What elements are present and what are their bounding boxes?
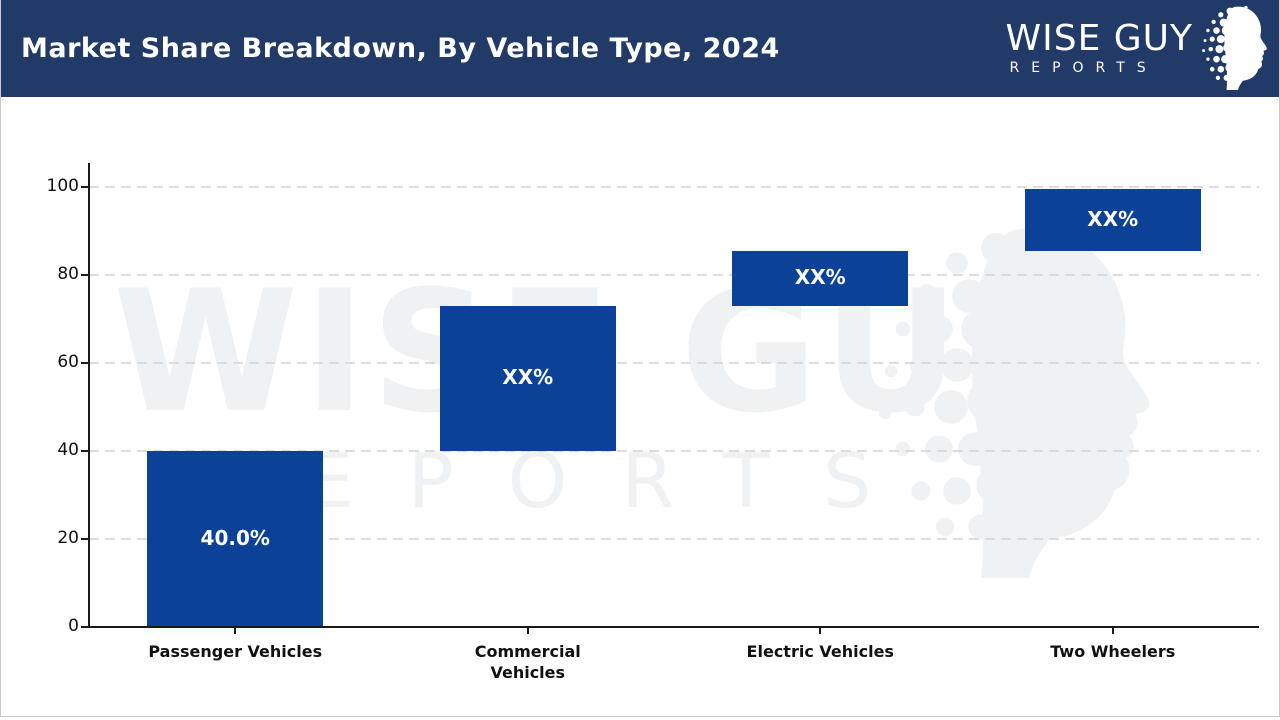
bar-value-label: XX% — [502, 365, 554, 390]
wiseguy-logo: WISE GUY REPORTS — [1006, 4, 1270, 90]
gridline-y60 — [89, 362, 1259, 364]
gridline-y100 — [89, 186, 1259, 188]
bar-value-label: XX% — [794, 265, 846, 290]
y-axis-line — [88, 162, 90, 627]
x-axis-label: Commercial Vehicles — [474, 642, 581, 682]
y-tick — [81, 538, 89, 540]
y-tick-label: 80 — [57, 264, 79, 284]
y-tick — [81, 186, 89, 188]
header: Market Share Breakdown, By Vehicle Type,… — [1, 0, 1279, 97]
wiseguy-face-icon — [1197, 4, 1269, 90]
gridline-y40 — [89, 450, 1259, 452]
logo-subtitle: REPORTS — [1009, 59, 1158, 76]
bar-commercial-vehicles: XX% — [439, 305, 616, 451]
y-tick-label: 20 — [57, 528, 79, 548]
y-tick — [81, 626, 89, 628]
x-tick — [819, 627, 822, 634]
chart-title: Market Share Breakdown, By Vehicle Type,… — [21, 33, 780, 64]
y-tick-label: 40 — [57, 440, 79, 460]
wiseguy-logo-text: WISE GUY REPORTS — [1005, 17, 1194, 76]
bar-passenger-vehicles: 40.0% — [147, 451, 324, 627]
x-tick — [234, 627, 237, 634]
x-axis-label: Two Wheelers — [1050, 642, 1176, 661]
bar-value-label: XX% — [1087, 206, 1139, 231]
gridline-y20 — [89, 538, 1259, 540]
x-tick — [526, 627, 529, 634]
y-tick-label: 0 — [68, 616, 79, 636]
y-tick — [81, 450, 89, 452]
x-axis-label: Passenger Vehicles — [148, 642, 323, 661]
y-tick — [81, 362, 89, 364]
bar-value-label: 40.0% — [200, 526, 270, 550]
y-tick-label: 100 — [46, 176, 79, 196]
logo-wordmark: WISE GUY — [1005, 17, 1193, 59]
x-axis-label: Electric Vehicles — [746, 642, 894, 661]
x-tick — [1111, 627, 1114, 634]
gridline-y80 — [89, 274, 1259, 276]
bar-electric-vehicles: XX% — [732, 250, 909, 306]
x-axis-line — [88, 626, 1259, 628]
bar-two-wheelers: XX% — [1024, 189, 1201, 251]
y-tick — [81, 274, 89, 276]
y-tick-label: 60 — [57, 352, 79, 372]
